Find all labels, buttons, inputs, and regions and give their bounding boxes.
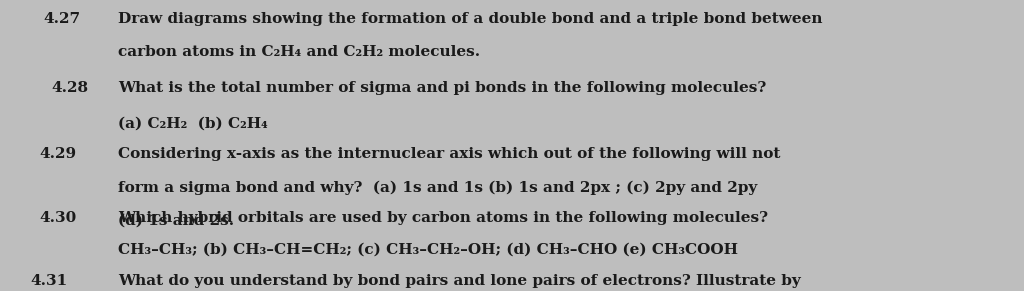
Text: Draw diagrams showing the formation of a double bond and a triple bond between: Draw diagrams showing the formation of a…	[118, 12, 822, 26]
Text: Considering x-axis as the internuclear axis which out of the following will not: Considering x-axis as the internuclear a…	[118, 147, 780, 161]
Text: Which hybrid orbitals are used by carbon atoms in the following molecules?: Which hybrid orbitals are used by carbon…	[118, 211, 768, 225]
Text: What do you understand by bond pairs and lone pairs of electrons? Illustrate by: What do you understand by bond pairs and…	[118, 274, 801, 288]
Text: 4.29: 4.29	[39, 147, 76, 161]
Text: carbon atoms in C₂H₄ and C₂H₂ molecules.: carbon atoms in C₂H₄ and C₂H₂ molecules.	[118, 45, 480, 59]
Text: 4.28: 4.28	[51, 81, 88, 95]
Text: (a) C₂H₂  (b) C₂H₄: (a) C₂H₂ (b) C₂H₄	[118, 116, 267, 130]
Text: 4.30: 4.30	[39, 211, 76, 225]
Text: (d) 1s and 2s.: (d) 1s and 2s.	[118, 214, 233, 228]
Text: CH₃–CH₃; (b) CH₃–CH=CH₂; (c) CH₃–CH₂–OH; (d) CH₃–CHO (e) CH₃COOH: CH₃–CH₃; (b) CH₃–CH=CH₂; (c) CH₃–CH₂–OH;…	[118, 243, 737, 257]
Text: 4.27: 4.27	[43, 12, 80, 26]
Text: 4.31: 4.31	[31, 274, 68, 288]
Text: form a sigma bond and why?  (a) 1s and 1s (b) 1s and 2px ; (c) 2py and 2py: form a sigma bond and why? (a) 1s and 1s…	[118, 180, 757, 195]
Text: What is the total number of sigma and pi bonds in the following molecules?: What is the total number of sigma and pi…	[118, 81, 766, 95]
